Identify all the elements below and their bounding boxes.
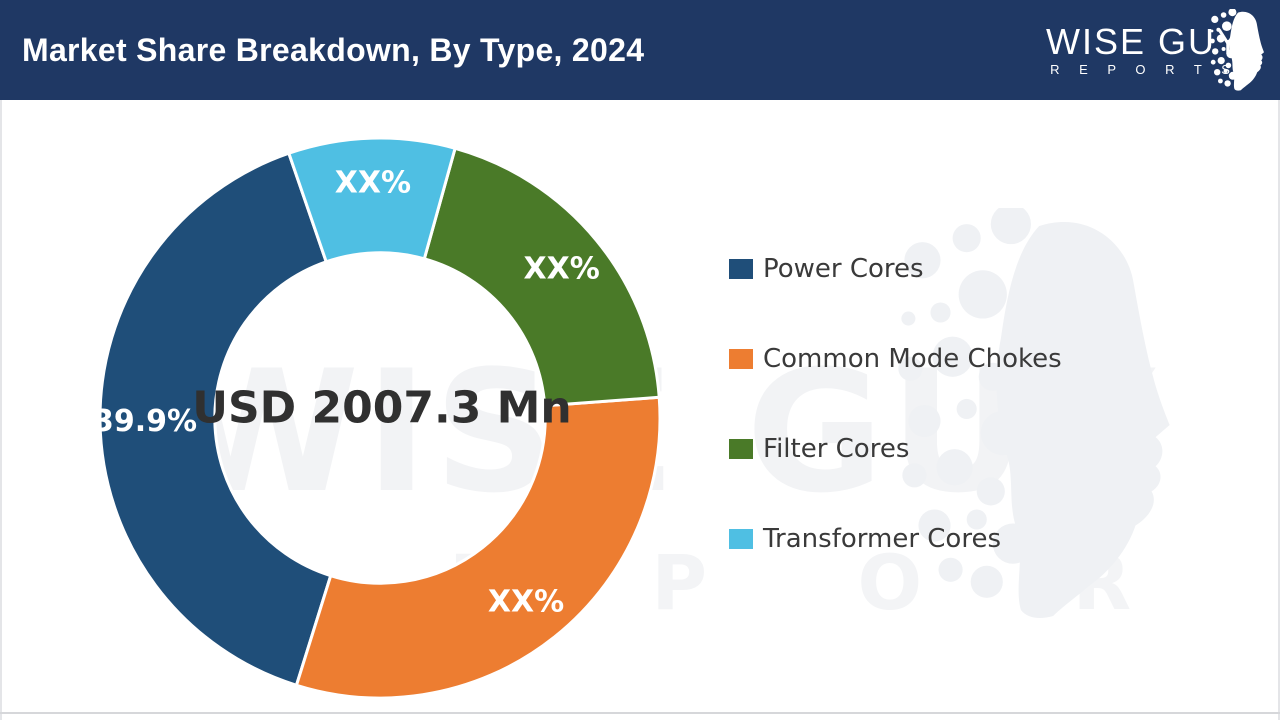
- donut-chart: 39.9% XX% XX% XX%: [93, 136, 662, 700]
- legend-item: Transformer Cores: [729, 523, 1062, 555]
- donut-segment-filter-cores: [422, 146, 661, 408]
- legend-item: Common Mode Chokes: [729, 343, 1062, 375]
- legend: Power Cores Common Mode Chokes Filter Core…: [729, 253, 1062, 555]
- chart-center-value: USD 2007.3 Mn: [192, 382, 572, 434]
- donut-segment-common-mode-chokes: [294, 395, 662, 700]
- segment-value-label: 39.9%: [93, 404, 197, 439]
- legend-swatch: [729, 349, 753, 369]
- segment-value-label: XX%: [488, 585, 564, 620]
- legend-item: Power Cores: [729, 253, 1062, 285]
- donut-segment-transformer-cores: [286, 136, 457, 264]
- legend-label: Power Cores: [763, 254, 924, 284]
- legend-label: Common Mode Chokes: [763, 344, 1062, 374]
- segment-value-label: XX%: [335, 166, 411, 201]
- legend-swatch: [729, 439, 753, 459]
- logo-wordmark-line1: WISE GUY: [1045, 20, 1242, 62]
- page-title: Market Share Breakdown, By Type, 2024: [22, 31, 645, 68]
- donut-segment-power-cores: [98, 151, 333, 688]
- header: Market Share Breakdown, By Type, 2024 WI…: [0, 0, 1280, 100]
- logo-wordmark-line2: R E P O R T S: [1050, 62, 1238, 78]
- legend-swatch: [729, 259, 753, 279]
- segment-value-label: XX%: [524, 252, 600, 287]
- bottom-rule: [0, 712, 1280, 714]
- legend-label: Filter Cores: [763, 434, 910, 464]
- brand-logo: WISE GUY R E P O R T S: [1046, 9, 1266, 91]
- legend-swatch: [729, 529, 753, 549]
- legend-label: Transformer Cores: [763, 524, 1001, 554]
- legend-item: Filter Cores: [729, 433, 1062, 465]
- logo-wordmark: WISE GUY R E P O R T S: [1045, 20, 1242, 78]
